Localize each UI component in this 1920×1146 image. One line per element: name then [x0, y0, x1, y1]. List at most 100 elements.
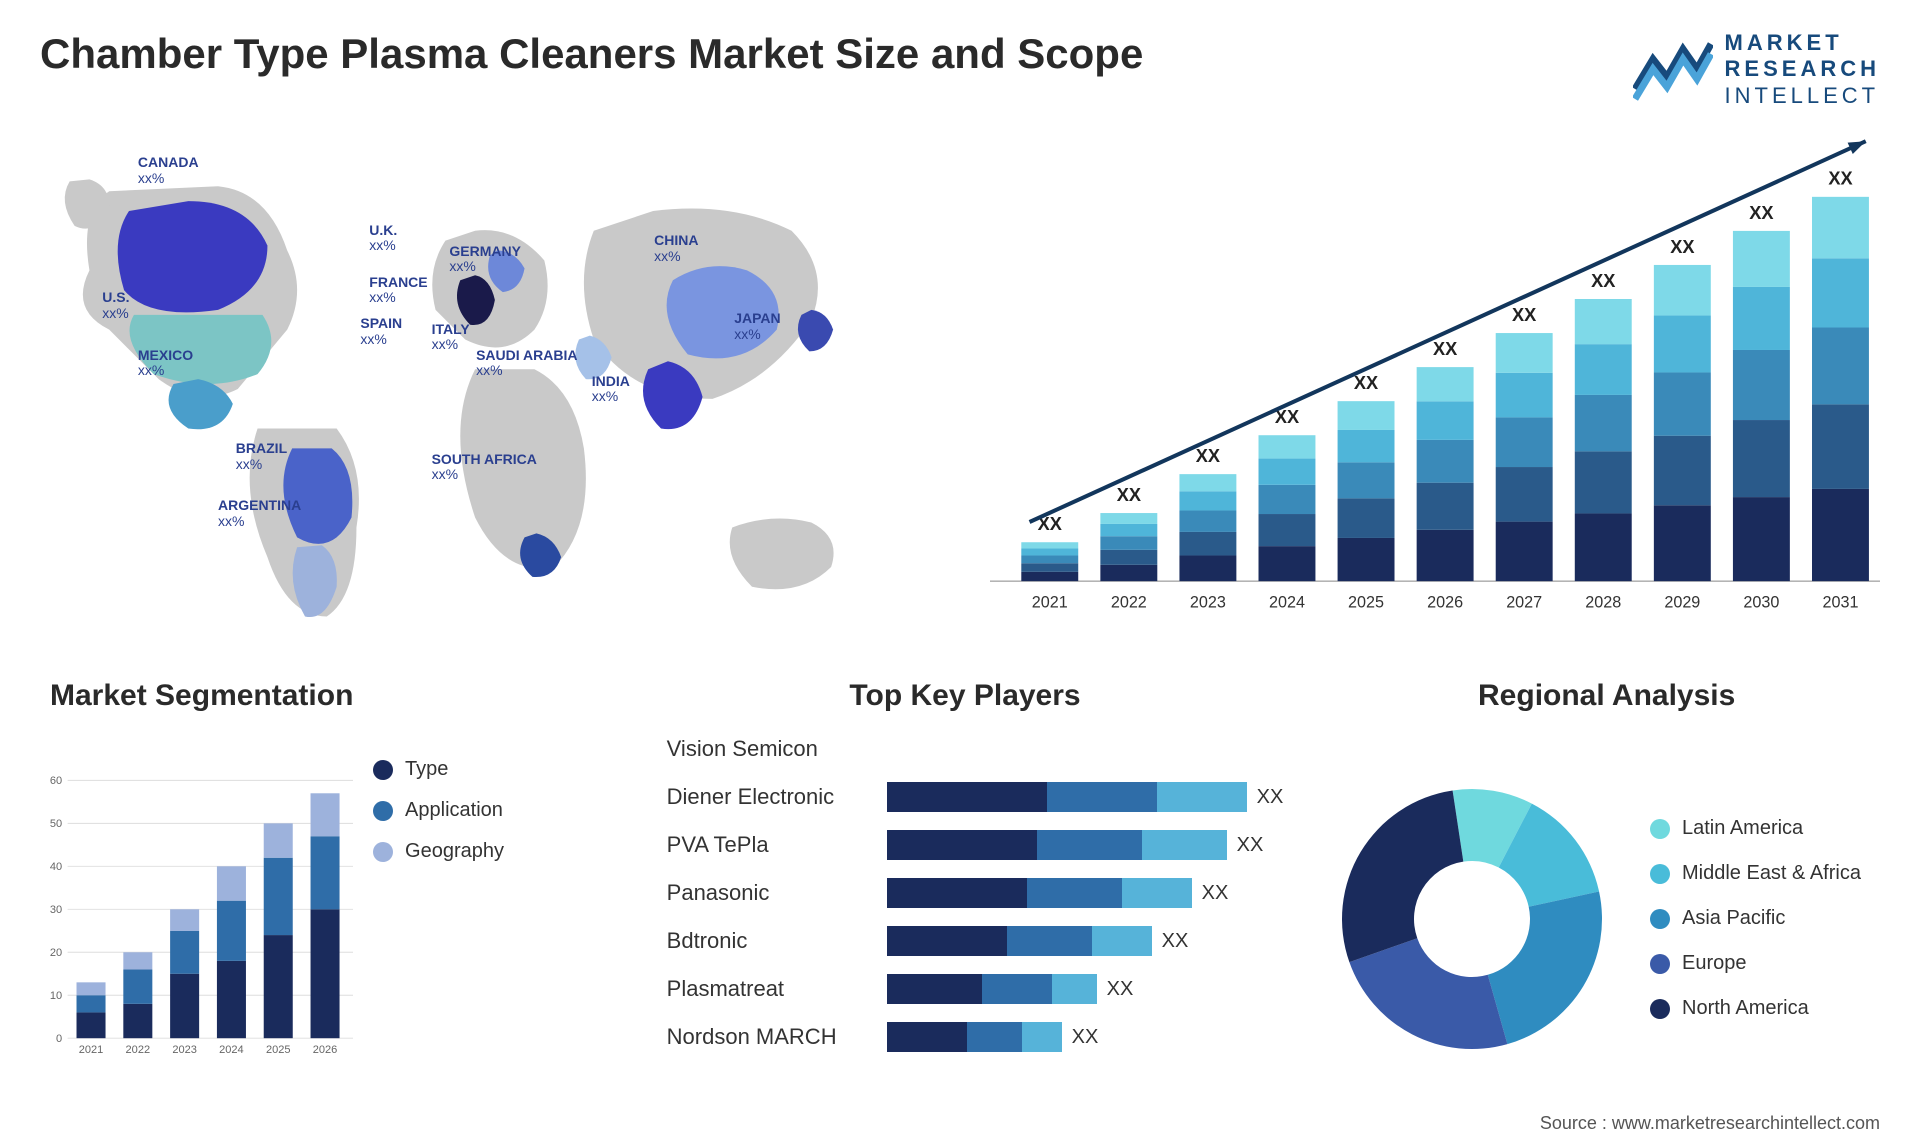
player-bar-segment: [887, 878, 1027, 908]
svg-text:2029: 2029: [1664, 594, 1700, 612]
legend-dot-icon: [373, 760, 393, 780]
seg-legend-item: Type: [373, 758, 597, 781]
player-name: Panasonic: [667, 880, 887, 906]
regional-section: Regional Analysis Latin America Middle Ea…: [1323, 679, 1880, 1109]
svg-text:XX: XX: [1749, 203, 1773, 223]
world-map: [40, 129, 930, 649]
player-bar-wrap: XX: [887, 1022, 1284, 1052]
svg-text:2023: 2023: [172, 1044, 197, 1056]
regional-legend-label: Europe: [1682, 952, 1747, 975]
regional-legend-item: Latin America: [1650, 817, 1880, 840]
regional-title: Regional Analysis: [1323, 679, 1880, 713]
map-label-mexico: MEXICOxx%: [138, 348, 193, 379]
regional-legend-item: Europe: [1650, 952, 1880, 975]
map-label-canada: CANADAxx%: [138, 155, 199, 186]
map-label-argentina: ARGENTINAxx%: [218, 498, 301, 529]
player-name: Nordson MARCH: [667, 1024, 887, 1050]
player-bar-segment: [1092, 926, 1152, 956]
logo-icon: [1633, 39, 1713, 101]
player-bar-segment: [982, 974, 1052, 1004]
player-bar-segment: [1007, 926, 1092, 956]
map-label-brazil: BRAZILxx%: [236, 441, 287, 472]
player-bar-segment: [1122, 878, 1192, 908]
player-name: PVA TePla: [667, 832, 887, 858]
svg-text:50: 50: [50, 818, 62, 830]
map-label-china: CHINAxx%: [654, 233, 698, 264]
player-bar-wrap: XX: [887, 782, 1284, 812]
player-row: PlasmatreatXX: [667, 968, 1284, 1010]
regional-legend: Latin America Middle East & Africa Asia Pa…: [1650, 817, 1880, 1020]
svg-text:XX: XX: [1354, 373, 1378, 393]
svg-text:0: 0: [56, 1033, 62, 1045]
legend-dot-icon: [1650, 819, 1670, 839]
segmentation-chart: 0102030405060 202120222023202420252026: [40, 728, 353, 1109]
regional-legend-item: Asia Pacific: [1650, 907, 1880, 930]
svg-text:40: 40: [50, 861, 62, 873]
player-bar-segment: [887, 830, 1037, 860]
logo-text: MARKET RESEARCH INTELLECT: [1725, 30, 1880, 109]
svg-text:2024: 2024: [219, 1044, 244, 1056]
player-bar-wrap: XX: [887, 878, 1284, 908]
svg-text:2031: 2031: [1822, 594, 1858, 612]
segmentation-section: Market Segmentation 0102030405060 202120…: [40, 679, 597, 1109]
map-label-italy: ITALYxx%: [432, 322, 470, 353]
svg-text:XX: XX: [1591, 271, 1615, 291]
legend-dot-icon: [1650, 909, 1670, 929]
legend-dot-icon: [1650, 999, 1670, 1019]
player-name: Vision Semicon: [667, 736, 887, 762]
player-row: Panasonic XX: [667, 872, 1284, 914]
map-label-u-k-: U.K.xx%: [369, 223, 397, 254]
svg-text:2022: 2022: [126, 1044, 151, 1056]
svg-text:2030: 2030: [1743, 594, 1779, 612]
map-label-japan: JAPANxx%: [734, 311, 780, 342]
player-value: XX: [1107, 978, 1134, 1001]
player-bar-segment: [967, 1022, 1022, 1052]
regional-legend-item: Middle East & Africa: [1650, 862, 1880, 885]
player-row: Diener Electronic XX: [667, 776, 1284, 818]
player-bar: [887, 830, 1227, 860]
svg-text:XX: XX: [1117, 485, 1141, 505]
player-bar-segment: [1142, 830, 1227, 860]
segmentation-legend: Type Application Geography: [373, 728, 597, 1109]
segmentation-title: Market Segmentation: [40, 679, 597, 713]
player-name: Diener Electronic: [667, 784, 887, 810]
svg-text:2024: 2024: [1269, 594, 1305, 612]
player-value: XX: [1202, 882, 1229, 905]
key-players-section: Top Key Players Vision Semicon Diener Ele…: [637, 679, 1284, 1109]
player-row: Nordson MARCHXX: [667, 1016, 1284, 1058]
player-value: XX: [1162, 930, 1189, 953]
svg-text:XX: XX: [1670, 237, 1694, 257]
player-bar: [887, 782, 1247, 812]
regional-legend-label: Middle East & Africa: [1682, 862, 1861, 885]
header: Chamber Type Plasma Cleaners Market Size…: [40, 30, 1880, 109]
top-row: CANADAxx%U.S.xx%MEXICOxx%BRAZILxx%ARGENT…: [40, 129, 1880, 649]
svg-text:2021: 2021: [1032, 594, 1068, 612]
player-value: XX: [1257, 786, 1284, 809]
svg-text:30: 30: [50, 904, 62, 916]
svg-text:2023: 2023: [1190, 594, 1226, 612]
svg-text:2026: 2026: [1427, 594, 1463, 612]
player-bar-segment: [887, 1022, 967, 1052]
key-players-list: Vision SemiconDiener ElectronicXXPVA TeP…: [637, 728, 1284, 1058]
regional-legend-label: Latin America: [1682, 817, 1803, 840]
player-bar-wrap: XX: [887, 830, 1284, 860]
regional-legend-item: North America: [1650, 997, 1880, 1020]
page-title: Chamber Type Plasma Cleaners Market Size…: [40, 30, 1143, 78]
player-bar-segment: [1052, 974, 1097, 1004]
seg-legend-item: Application: [373, 799, 597, 822]
bottom-row: Market Segmentation 0102030405060 202120…: [40, 679, 1880, 1109]
regional-legend-label: Asia Pacific: [1682, 907, 1785, 930]
key-players-title: Top Key Players: [637, 679, 1284, 713]
legend-dot-icon: [373, 801, 393, 821]
svg-text:2021: 2021: [79, 1044, 104, 1056]
brand-logo: MARKET RESEARCH INTELLECT: [1633, 30, 1880, 109]
svg-text:10: 10: [50, 990, 62, 1002]
map-label-spain: SPAINxx%: [360, 316, 402, 347]
seg-legend-label: Geography: [405, 840, 504, 863]
map-label-south-africa: SOUTH AFRICAxx%: [432, 452, 537, 483]
svg-text:2027: 2027: [1506, 594, 1542, 612]
player-name: Bdtronic: [667, 928, 887, 954]
map-label-germany: GERMANYxx%: [449, 244, 521, 275]
svg-text:XX: XX: [1512, 305, 1536, 325]
growth-chart: XX2021XX2022XX2023XX2024XX2025XX2026XX20…: [990, 129, 1880, 649]
